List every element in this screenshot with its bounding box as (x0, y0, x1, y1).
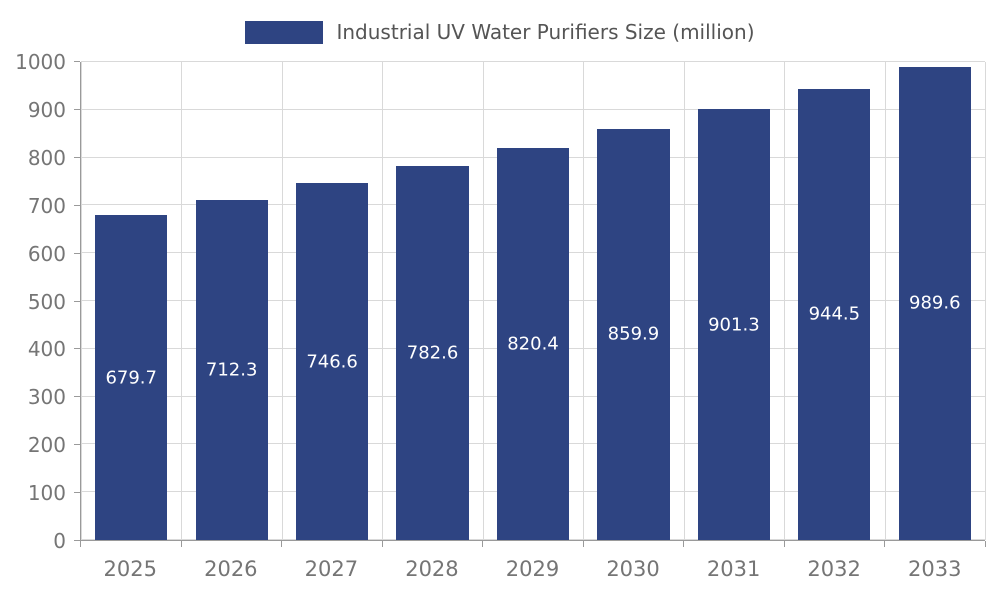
x-tick-mark (683, 541, 685, 547)
x-tick-mark (884, 541, 886, 547)
y-axis: 0 100 200 300 400 500 600 700 800 900 1000 (0, 52, 80, 551)
gridline-vertical (281, 62, 283, 540)
bar-2026[interactable]: 712.3 (195, 199, 268, 540)
x-tick-label: 2025 (103, 557, 157, 581)
x-axis: 2025 2026 2027 2028 2029 2030 2031 2032 2033 (80, 541, 986, 600)
x-tick-label: 2026 (204, 557, 258, 581)
x-tick-mark (281, 541, 283, 547)
y-tick-mark (74, 444, 80, 446)
y-tick-mark (74, 204, 80, 206)
bar-2029[interactable]: 820.4 (496, 147, 570, 540)
y-tick-label: 0 (53, 529, 66, 553)
x-tick-label: 2033 (907, 557, 962, 581)
y-tick-label: 300 (27, 385, 66, 410)
x-tick-mark (381, 541, 383, 547)
x-tick-label: 2031 (706, 557, 761, 581)
y-tick-mark (74, 492, 80, 494)
legend-label: Industrial UV Water Purifiers Size (mill… (336, 20, 755, 44)
y-tick-label: 600 (27, 241, 66, 266)
bar-value-label: 859.9 (607, 323, 660, 345)
y-tick-mark (74, 540, 80, 541)
gridline-vertical (784, 62, 786, 540)
bar-value-label: 989.6 (909, 292, 961, 314)
x-tick-mark (482, 541, 484, 547)
y-tick-mark (74, 108, 80, 110)
x-tick-mark (783, 541, 785, 547)
gridline-vertical (683, 62, 685, 540)
bar-2027[interactable]: 746.6 (295, 183, 369, 540)
gridline-vertical (81, 62, 82, 540)
x-tick-label: 2029 (505, 557, 560, 581)
gridline-horizontal (81, 108, 985, 110)
bar-value-label: 901.3 (708, 314, 760, 336)
bar-value-label: 820.4 (507, 333, 559, 355)
y-tick-mark (74, 300, 80, 302)
x-tick-label: 2028 (405, 557, 459, 581)
legend[interactable]: Industrial UV Water Purifiers Size (mill… (0, 17, 1000, 47)
x-tick-mark (180, 541, 182, 547)
y-tick-mark (74, 156, 80, 158)
x-tick-mark (80, 541, 81, 547)
y-tick-mark (74, 61, 80, 62)
y-tick-mark (74, 396, 80, 398)
y-tick-label: 700 (27, 193, 66, 218)
x-tick-label: 2032 (807, 557, 861, 581)
y-tick-label: 400 (27, 337, 66, 362)
y-tick-mark (74, 348, 80, 350)
y-tick-label: 100 (27, 481, 66, 506)
legend-swatch-icon (245, 20, 324, 44)
y-tick-label: 200 (27, 433, 66, 458)
bar-value-label: 782.6 (406, 342, 459, 364)
x-tick-label: 2030 (606, 557, 660, 581)
plot-area: 679.7 712.3 746.6 782.6 820.4 859.9 901.3 944.5… (80, 61, 986, 541)
bar-value-label: 712.3 (205, 359, 258, 381)
gridline-vertical (884, 62, 886, 540)
bar-2033[interactable]: 989.6 (898, 66, 971, 540)
y-tick-label: 900 (27, 97, 66, 122)
bar-2030[interactable]: 859.9 (597, 128, 670, 540)
bar-value-label: 679.7 (105, 367, 157, 389)
gridline-vertical (583, 62, 585, 540)
x-tick-mark (582, 541, 584, 547)
gridline-vertical (985, 62, 986, 540)
x-tick-label: 2027 (304, 557, 359, 581)
bar-value-label: 944.5 (808, 303, 861, 325)
x-tick-mark (985, 541, 986, 547)
bar-value-label: 746.6 (306, 351, 358, 373)
gridline-horizontal (81, 61, 985, 62)
bar-2032[interactable]: 944.5 (798, 88, 871, 540)
y-tick-label: 800 (27, 145, 66, 170)
bar-2028[interactable]: 782.6 (396, 165, 469, 540)
y-tick-label: 1000 (15, 50, 66, 74)
y-tick-label: 500 (27, 289, 66, 314)
gridline-vertical (181, 62, 183, 540)
bar-2031[interactable]: 901.3 (697, 109, 771, 540)
gridline-vertical (482, 62, 484, 540)
y-tick-mark (74, 252, 80, 254)
bar-2025[interactable]: 679.7 (95, 215, 168, 540)
gridline-vertical (382, 62, 384, 540)
